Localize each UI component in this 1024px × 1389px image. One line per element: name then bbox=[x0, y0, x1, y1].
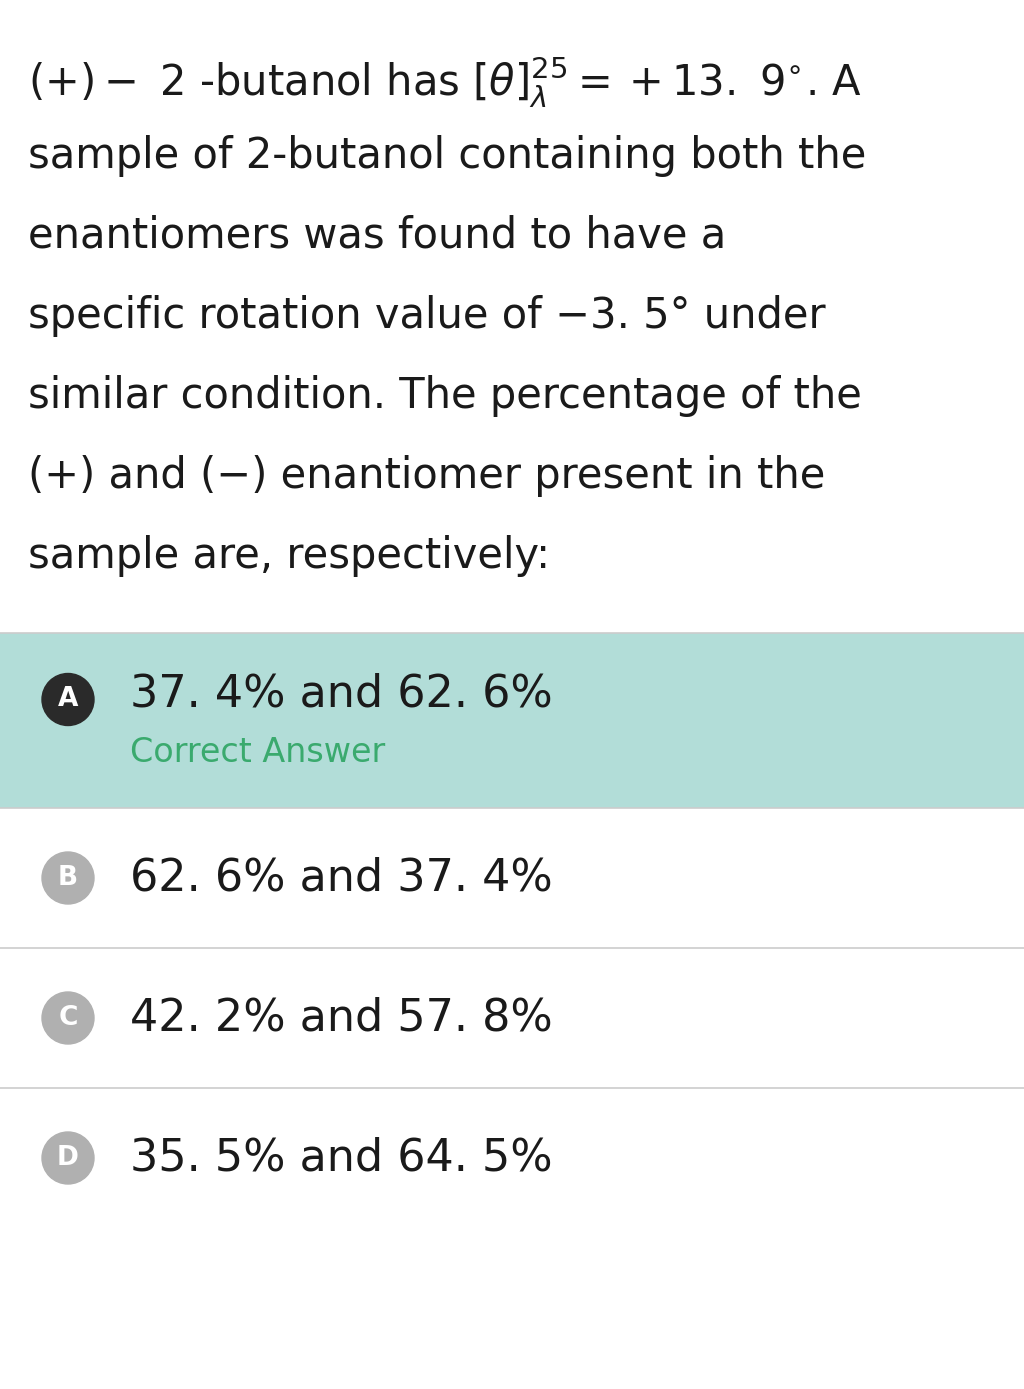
Text: sample of 2-butanol containing both the: sample of 2-butanol containing both the bbox=[28, 135, 866, 176]
Circle shape bbox=[42, 992, 94, 1045]
Text: 62. 6% and 37. 4%: 62. 6% and 37. 4% bbox=[130, 857, 553, 900]
Text: Correct Answer: Correct Answer bbox=[130, 736, 385, 768]
Circle shape bbox=[42, 1132, 94, 1183]
Text: enantiomers was found to have a: enantiomers was found to have a bbox=[28, 215, 726, 257]
Text: A: A bbox=[57, 686, 78, 713]
Circle shape bbox=[42, 674, 94, 725]
Circle shape bbox=[42, 851, 94, 904]
Text: $(+)-$ 2 -butanol has $[\theta]_{\lambda}^{25} = +13.\ 9^{\circ}$. A: $(+)-$ 2 -butanol has $[\theta]_{\lambda… bbox=[28, 56, 862, 110]
Text: sample are, respectively:: sample are, respectively: bbox=[28, 535, 550, 576]
Text: C: C bbox=[58, 1006, 78, 1031]
Text: (+) and (−) enantiomer present in the: (+) and (−) enantiomer present in the bbox=[28, 456, 825, 497]
Text: 35. 5% and 64. 5%: 35. 5% and 64. 5% bbox=[130, 1136, 553, 1179]
FancyBboxPatch shape bbox=[0, 633, 1024, 808]
Text: 42. 2% and 57. 8%: 42. 2% and 57. 8% bbox=[130, 996, 553, 1039]
Text: specific rotation value of −3. 5° under: specific rotation value of −3. 5° under bbox=[28, 294, 825, 338]
Text: B: B bbox=[58, 865, 78, 890]
Text: similar condition. The percentage of the: similar condition. The percentage of the bbox=[28, 375, 862, 417]
Text: 37. 4% and 62. 6%: 37. 4% and 62. 6% bbox=[130, 672, 553, 715]
Text: D: D bbox=[57, 1145, 79, 1171]
